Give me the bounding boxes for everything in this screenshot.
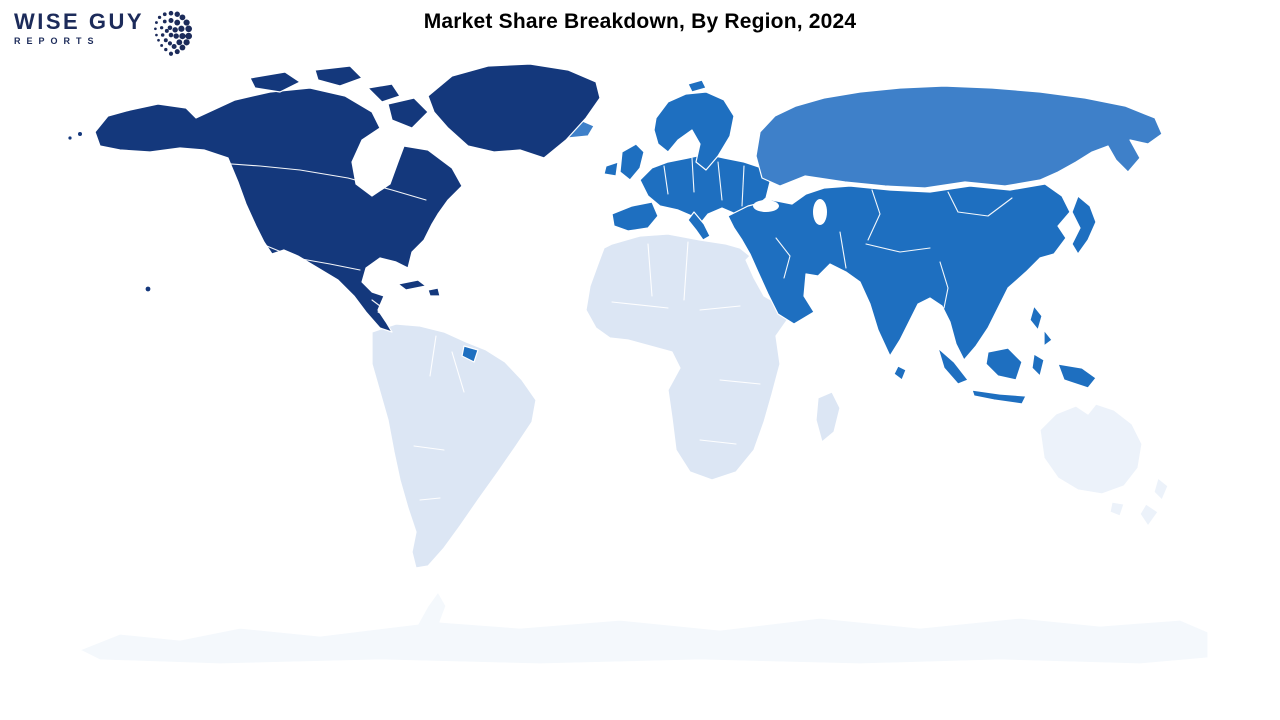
- logo: WISE GUY REPORTS: [14, 10, 194, 60]
- region-tasmania: [1109, 501, 1125, 517]
- region-cuba: [397, 279, 427, 291]
- region-antarctica: [79, 591, 1209, 665]
- region-svalbard: [687, 79, 707, 93]
- region-uk: [619, 143, 645, 181]
- region-arctic-island-1: [249, 71, 301, 93]
- caspian-sea: [813, 199, 827, 225]
- region-sri-lanka: [893, 365, 907, 381]
- country-borders: [203, 157, 1013, 501]
- region-japan: [1071, 195, 1097, 255]
- region-baffin-island: [387, 97, 429, 129]
- region-greenland: [427, 63, 601, 159]
- region-russia: [755, 85, 1163, 189]
- region-arctic-island-2: [314, 65, 363, 87]
- black-sea: [753, 200, 779, 212]
- region-sumatra: [937, 347, 969, 385]
- region-java: [971, 389, 1027, 405]
- logo-head-icon: [154, 10, 193, 56]
- region-new-zealand-south: [1139, 503, 1159, 527]
- region-north-america: [94, 87, 463, 333]
- region-australia: [1039, 403, 1143, 495]
- region-borneo: [985, 347, 1023, 381]
- region-south-america: [371, 323, 537, 569]
- region-french-guiana: [461, 345, 479, 363]
- logo-reports-label: REPORTS: [14, 36, 100, 47]
- region-new-guinea: [1057, 363, 1097, 389]
- logo-wordmark: WISE GUY: [14, 9, 145, 34]
- region-asia: [727, 183, 1071, 361]
- region-ireland: [603, 161, 619, 177]
- region-aleutian-2: [68, 136, 72, 140]
- logo-text: WISE GUY REPORTS: [14, 10, 144, 46]
- region-scandinavia: [653, 91, 735, 171]
- region-new-zealand-north: [1153, 477, 1169, 501]
- region-philippines-north: [1029, 305, 1043, 331]
- region-hispaniola: [427, 287, 441, 297]
- region-philippines-south: [1043, 329, 1053, 347]
- page-title: Market Share Breakdown, By Region, 2024: [423, 10, 857, 33]
- region-madagascar: [815, 391, 841, 443]
- region-italy: [687, 211, 711, 241]
- region-aleutian-1: [78, 132, 82, 136]
- region-iberia: [611, 201, 659, 232]
- region-arctic-island-3: [367, 83, 401, 103]
- region-africa: [585, 233, 803, 481]
- region-sulawesi: [1031, 353, 1045, 377]
- region-hawaii: [145, 286, 151, 292]
